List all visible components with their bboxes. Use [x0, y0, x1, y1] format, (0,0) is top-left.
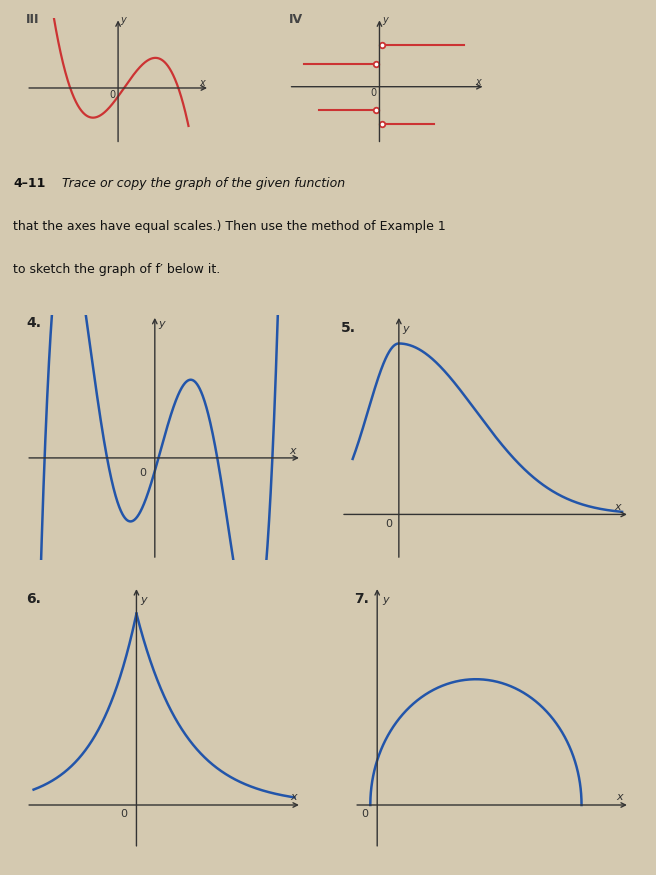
- Text: y: y: [382, 15, 388, 25]
- Text: y: y: [382, 595, 388, 605]
- Text: x: x: [289, 446, 295, 456]
- Text: 0: 0: [139, 468, 146, 479]
- Text: 7.: 7.: [354, 592, 369, 605]
- Text: x: x: [616, 792, 623, 802]
- Text: 0: 0: [371, 88, 377, 98]
- Text: 4–11: 4–11: [13, 177, 45, 190]
- Text: III: III: [26, 13, 40, 26]
- Text: 5.: 5.: [341, 321, 356, 335]
- Text: 0: 0: [120, 809, 127, 819]
- Text: 0: 0: [110, 90, 115, 100]
- Text: y: y: [121, 15, 126, 25]
- Text: 0: 0: [385, 519, 392, 529]
- Text: x: x: [475, 77, 481, 87]
- Text: 6.: 6.: [26, 592, 41, 605]
- Text: y: y: [140, 595, 147, 605]
- Text: Trace or copy the graph of the given function: Trace or copy the graph of the given fun…: [54, 177, 345, 190]
- Text: x: x: [291, 792, 297, 802]
- Text: y: y: [403, 324, 409, 334]
- Text: IV: IV: [289, 13, 303, 26]
- Text: x: x: [199, 78, 205, 88]
- Text: 4.: 4.: [26, 316, 41, 330]
- Text: x: x: [615, 502, 621, 512]
- Text: to sketch the graph of f′ below it.: to sketch the graph of f′ below it.: [13, 262, 220, 276]
- Text: 0: 0: [361, 809, 368, 819]
- Text: y: y: [159, 319, 165, 329]
- Text: that the axes have equal scales.) Then use the method of Example 1: that the axes have equal scales.) Then u…: [13, 220, 446, 233]
